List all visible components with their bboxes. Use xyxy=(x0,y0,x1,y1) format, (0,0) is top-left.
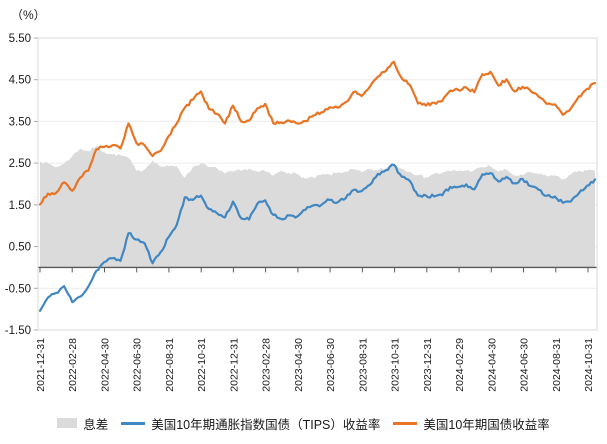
legend-label-nominal-yield: 美国10年期国债收益率 xyxy=(423,417,550,432)
svg-text:2023-02-28: 2023-02-28 xyxy=(261,338,273,392)
svg-text:2023-10-31: 2023-10-31 xyxy=(390,338,402,392)
svg-text:4.50: 4.50 xyxy=(9,75,31,87)
svg-text:2024-02-29: 2024-02-29 xyxy=(454,338,466,392)
svg-text:2021-12-31: 2021-12-31 xyxy=(35,338,47,392)
legend-item-nominal-yield: 美国10年期国债收益率 xyxy=(393,414,550,433)
svg-text:0.50: 0.50 xyxy=(9,242,31,254)
legend-label-spread: 息差 xyxy=(83,417,109,432)
svg-text:2022-02-28: 2022-02-28 xyxy=(67,338,79,392)
svg-text:5.50: 5.50 xyxy=(9,33,31,45)
svg-text:2024-08-31: 2024-08-31 xyxy=(551,338,563,392)
chart-legend: 息差 美国10年期通胀指数国债（TIPS）收益率 美国10年期国债收益率 xyxy=(0,407,607,439)
svg-text:2.50: 2.50 xyxy=(9,158,31,170)
legend-label-tips-yield: 美国10年期通胀指数国债（TIPS）收益率 xyxy=(151,417,381,432)
yield-chart-plot-area: 5.50 4.50 3.50 2.50 1.50 0.50 -0.50 -1.50 2021-1… xyxy=(5,33,598,392)
svg-text:2023-12-31: 2023-12-31 xyxy=(422,338,434,392)
spread-area-swatch-icon xyxy=(57,418,78,428)
svg-text:1.50: 1.50 xyxy=(9,200,31,212)
svg-text:2023-04-30: 2023-04-30 xyxy=(293,338,305,392)
legend-item-spread: 息差 xyxy=(57,414,108,433)
svg-text:2023-08-31: 2023-08-31 xyxy=(357,338,369,392)
svg-text:2022-12-31: 2022-12-31 xyxy=(228,338,240,392)
svg-text:3.50: 3.50 xyxy=(9,116,31,128)
nominal-line-swatch-icon xyxy=(393,421,418,425)
svg-text:2024-04-30: 2024-04-30 xyxy=(486,338,498,392)
legend-item-tips-yield: 美国10年期通胀指数国债（TIPS）收益率 xyxy=(121,414,380,433)
svg-text:2024-10-31: 2024-10-31 xyxy=(583,338,595,392)
svg-text:2024-06-30: 2024-06-30 xyxy=(519,338,531,392)
svg-text:2022-06-30: 2022-06-30 xyxy=(132,338,144,392)
tips-line-swatch-icon xyxy=(121,421,146,425)
svg-text:2023-06-30: 2023-06-30 xyxy=(325,338,337,392)
svg-text:2022-08-31: 2022-08-31 xyxy=(164,338,176,392)
svg-text:-0.50: -0.50 xyxy=(5,283,31,295)
y-axis-unit-label: （%） xyxy=(11,8,46,22)
svg-text:2022-04-30: 2022-04-30 xyxy=(100,338,112,392)
svg-text:-1.50: -1.50 xyxy=(5,325,31,337)
svg-text:2022-10-31: 2022-10-31 xyxy=(196,338,208,392)
